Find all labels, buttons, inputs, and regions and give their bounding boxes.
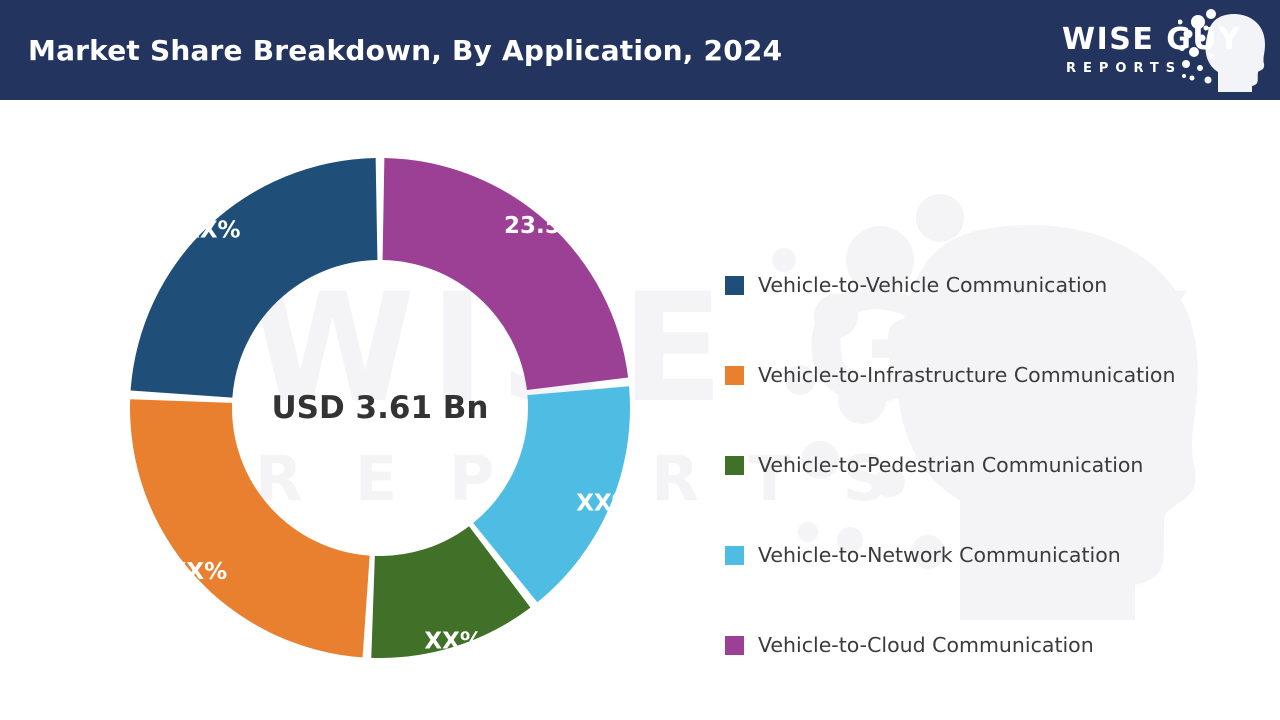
legend-color-swatch	[725, 635, 744, 655]
donut-slice[interactable]	[130, 158, 378, 398]
logo-subword: REPORTS	[1066, 61, 1183, 76]
page-header: Market Share Breakdown, By Application, …	[0, 0, 1280, 100]
legend-color-swatch	[725, 275, 744, 295]
slice-data-label: 23.5%	[504, 213, 584, 239]
slice-data-label: XX%	[424, 629, 483, 655]
slice-data-label: XX%	[182, 217, 241, 243]
brand-logo: WISE GUY REPORTS	[1044, 4, 1274, 96]
legend-color-swatch	[725, 455, 744, 475]
slice-data-label: XX%	[169, 559, 228, 585]
legend-item-label: Vehicle-to-Infrastructure Communication	[758, 363, 1176, 387]
legend-color-swatch	[725, 545, 744, 565]
donut-slice[interactable]	[473, 386, 630, 603]
donut-chart: XX% XX% XX% XX% 23.5% USD 3.61 Bn	[90, 118, 670, 698]
legend-item[interactable]: Vehicle-to-Infrastructure Communication	[725, 330, 1275, 420]
legend-item[interactable]: Vehicle-to-Cloud Communication	[725, 600, 1275, 690]
donut-chart-svg: XX% XX% XX% XX% 23.5% USD 3.61 Bn	[130, 158, 635, 658]
donut-slice[interactable]	[130, 399, 370, 658]
donut-slice[interactable]	[371, 526, 531, 658]
donut-slices	[130, 158, 630, 658]
legend-item[interactable]: Vehicle-to-Pedestrian Communication	[725, 420, 1275, 510]
donut-slice-labels: XX% XX% XX% XX% 23.5%	[169, 213, 635, 655]
chart-legend: Vehicle-to-Vehicle Communication Vehicle-…	[725, 240, 1275, 690]
chart-body: WISE GUY REPORTS	[0, 100, 1280, 720]
donut-slice[interactable]	[382, 158, 629, 390]
legend-item-label: Vehicle-to-Cloud Communication	[758, 633, 1094, 657]
legend-color-swatch	[725, 365, 744, 385]
page-title: Market Share Breakdown, By Application, …	[28, 33, 783, 67]
legend-item-label: Vehicle-to-Network Communication	[758, 543, 1121, 567]
legend-item-label: Vehicle-to-Vehicle Communication	[758, 273, 1108, 297]
slice-data-label: XX%	[576, 491, 635, 517]
donut-center-value: USD 3.61 Bn	[272, 390, 489, 426]
wise-guy-head-icon	[1178, 9, 1265, 92]
legend-item-label: Vehicle-to-Pedestrian Communication	[758, 453, 1144, 477]
legend-item[interactable]: Vehicle-to-Network Communication	[725, 510, 1275, 600]
legend-item[interactable]: Vehicle-to-Vehicle Communication	[725, 240, 1275, 330]
